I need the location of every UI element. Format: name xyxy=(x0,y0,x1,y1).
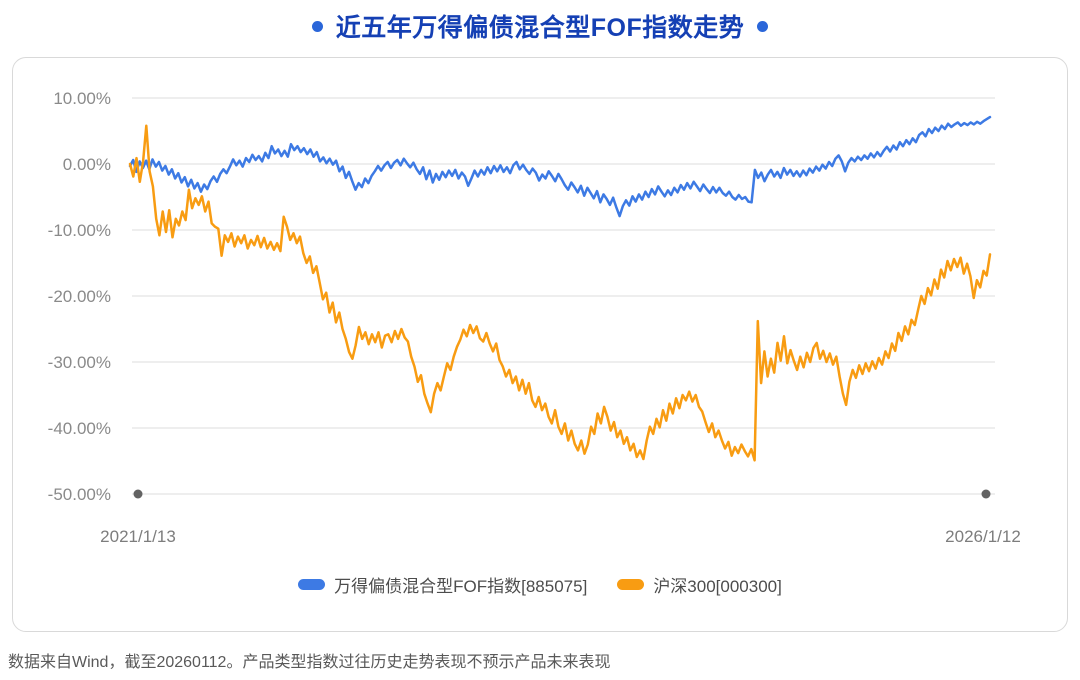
y-tick-label: 0.00% xyxy=(63,155,111,174)
y-tick-label: -10.00% xyxy=(48,221,111,240)
footnote: 数据来自Wind，截至20260112。产品类型指数过往历史走势表现不预示产品未… xyxy=(8,654,611,671)
chart-card: 10.00% 0.00% -10.00% -20.00% -30.00% -40.00% -… xyxy=(12,57,1068,632)
page-title: 近五年万得偏债混合型FOF指数走势 xyxy=(335,14,745,42)
y-tick-label: 10.00% xyxy=(53,89,111,108)
fof-legend-swatch xyxy=(298,578,326,590)
x-axis-start-dot xyxy=(133,489,143,499)
title-dot-right xyxy=(757,20,769,32)
fof-index-line xyxy=(128,115,992,218)
y-tick-label: -30.00% xyxy=(48,353,111,372)
y-tick-label: -40.00% xyxy=(48,419,111,438)
csi300-legend-label: 沪深300[000300] xyxy=(653,576,782,596)
csi300-legend-swatch xyxy=(617,578,645,590)
csi300-line xyxy=(128,124,992,462)
chart-legend: 万得偏债混合型FOF指数[885075] 沪深300[000300] xyxy=(13,571,1067,597)
title-dot-left xyxy=(311,20,323,32)
chart-canvas: 10.00% 0.00% -10.00% -20.00% -30.00% -40.00% -… xyxy=(48,89,995,504)
fof-legend-label: 万得偏债混合型FOF指数[885075] xyxy=(334,576,588,596)
x-axis-label-left: 2021/1/13 xyxy=(100,527,176,546)
title-row: 近五年万得偏债混合型FOF指数走势 xyxy=(0,8,1080,44)
y-tick-label: -20.00% xyxy=(48,287,111,306)
x-axis-label-right: 2026/1/12 xyxy=(945,527,1021,546)
x-axis-end-dot xyxy=(981,489,991,499)
legend-item-csi300: 沪深300[000300] xyxy=(617,572,782,597)
y-tick-label: -50.00% xyxy=(48,485,111,504)
legend-item-fof: 万得偏债混合型FOF指数[885075] xyxy=(298,572,587,597)
